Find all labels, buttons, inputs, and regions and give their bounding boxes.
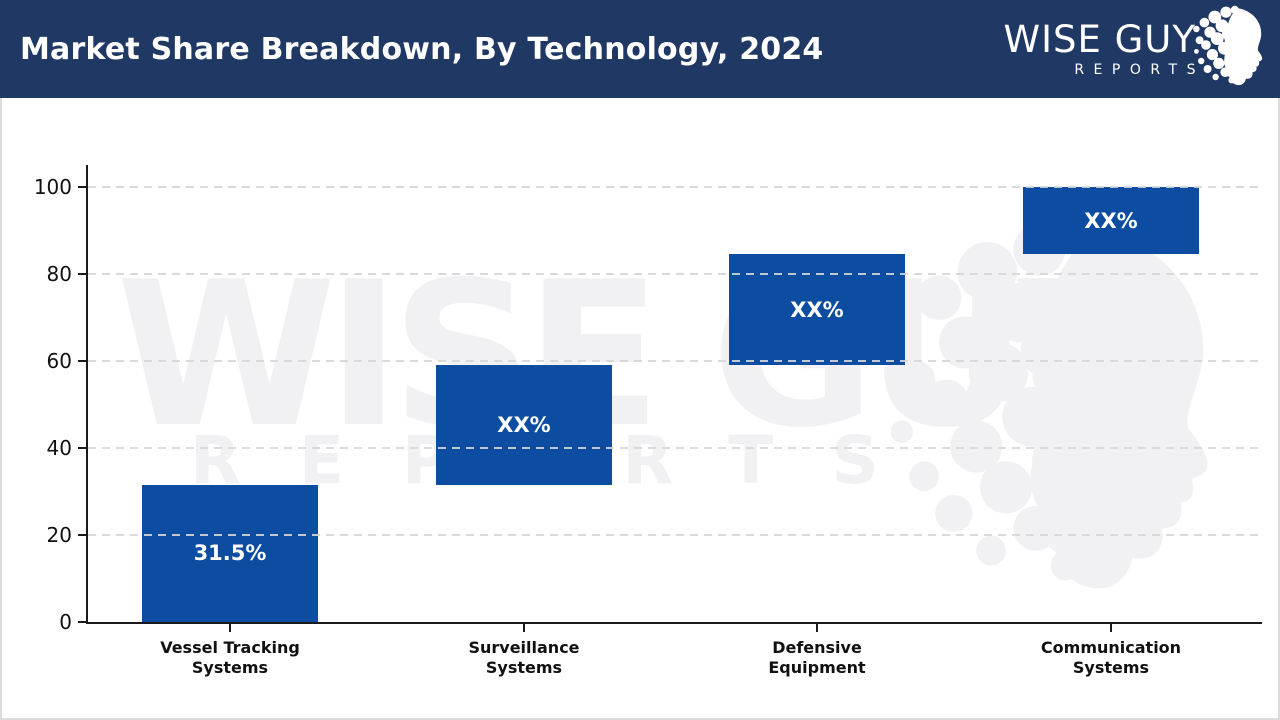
y-axis-tick-label: 80 xyxy=(46,262,72,286)
bar: XX% xyxy=(436,365,612,485)
category-label-line: Equipment xyxy=(768,658,866,677)
y-axis-tick xyxy=(78,360,86,362)
category-label: Surveillance Systems xyxy=(409,638,639,678)
y-axis-tick-label: 60 xyxy=(46,349,72,373)
y-axis-tick xyxy=(78,534,86,536)
y-axis-tick-label: 0 xyxy=(59,610,72,634)
bar: XX% xyxy=(729,254,905,366)
bar-value-label: XX% xyxy=(1084,208,1138,233)
logo-head-icon xyxy=(1193,5,1263,86)
logo-wiseguy-label: WISE GUY xyxy=(1003,17,1196,61)
chart-area: WISE GUY REPORTS 02040608010031.5%Vessel… xyxy=(0,98,1280,720)
y-axis-tick xyxy=(78,273,86,275)
grid-line xyxy=(88,273,1262,275)
x-axis-line xyxy=(86,622,1262,624)
y-axis-tick xyxy=(78,186,86,188)
page-title: Market Share Breakdown, By Technology, 2… xyxy=(20,31,824,67)
category-label-line: Systems xyxy=(485,658,563,677)
x-axis-tick xyxy=(816,624,818,632)
page-border-left xyxy=(0,98,2,720)
bar-value-label: XX% xyxy=(497,413,551,438)
x-axis-tick xyxy=(1110,624,1112,632)
category-label-line: Systems xyxy=(191,658,269,677)
y-axis-tick xyxy=(78,621,86,623)
page-border-bottom xyxy=(0,718,1280,720)
y-axis-tick-label: 40 xyxy=(46,436,72,460)
category-label: Communication Systems xyxy=(996,638,1226,678)
page-border-right xyxy=(1278,98,1280,720)
category-label-line: Surveillance xyxy=(468,638,580,657)
bar: XX% xyxy=(1023,187,1199,255)
category-label: Defensive Equipment xyxy=(702,638,932,678)
y-axis-line xyxy=(86,165,88,624)
x-axis-tick xyxy=(229,624,231,632)
grid-line xyxy=(88,534,1262,536)
y-axis-tick-label: 20 xyxy=(46,523,72,547)
category-label-line: Communication xyxy=(1040,638,1182,657)
category-label-line: Defensive xyxy=(772,638,862,657)
logo-reports-label: REPORTS xyxy=(1074,61,1205,78)
header: Market Share Breakdown, By Technology, 2… xyxy=(0,0,1280,98)
bar-value-label: 31.5% xyxy=(193,541,267,566)
category-label: Vessel Tracking Systems xyxy=(115,638,345,678)
watermark-head-icon xyxy=(886,219,1208,589)
y-axis-tick-label: 100 xyxy=(33,175,72,199)
bar: 31.5% xyxy=(142,484,318,622)
grid-line xyxy=(88,186,1262,188)
logo: WISE GUY REPORTS xyxy=(1004,5,1270,93)
category-label-line: Vessel Tracking xyxy=(160,638,300,657)
category-label-line: Systems xyxy=(1072,658,1150,677)
bar-value-label: XX% xyxy=(790,297,844,322)
grid-line xyxy=(88,447,1262,449)
x-axis-tick xyxy=(523,624,525,632)
grid-line xyxy=(88,360,1262,362)
logo-text: WISE GUY REPORTS xyxy=(1004,21,1196,78)
y-axis-tick xyxy=(78,447,86,449)
